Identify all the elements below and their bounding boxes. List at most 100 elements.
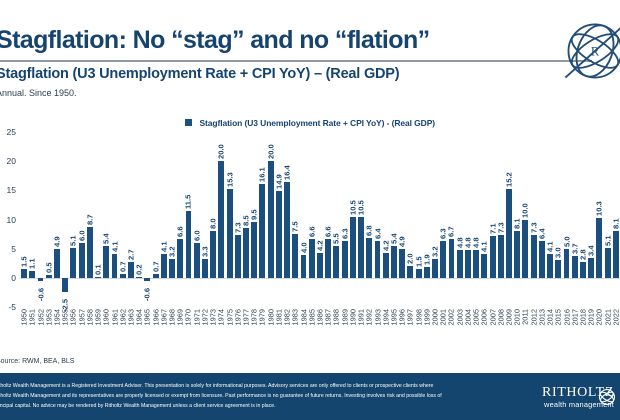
y-axis: 25 20 15 10 5 0 -5 [0, 127, 20, 312]
bar-item[interactable]: 4.1 [480, 132, 489, 307]
bar-item[interactable]: 9.5 [250, 132, 259, 307]
bar-item[interactable]: 1.5 [20, 132, 29, 307]
bar-item[interactable]: 10.5 [357, 132, 366, 307]
bar-item[interactable]: 8.7 [85, 132, 94, 307]
bar-item[interactable]: 7.1 [488, 132, 497, 307]
bar-item[interactable]: -0.6 [143, 132, 152, 307]
bar-item[interactable]: 5.4 [389, 132, 398, 307]
bar-item[interactable]: 3.0 [554, 132, 563, 307]
bar [210, 231, 217, 278]
bar [325, 239, 332, 278]
bar-item[interactable]: 4.9 [52, 132, 61, 307]
brand-name: RITHOLTZ [542, 385, 614, 400]
bar-item[interactable]: 10.3 [595, 132, 604, 307]
bar-item[interactable]: 4.1 [159, 132, 168, 307]
bar-item[interactable]: 8.1 [513, 132, 522, 307]
ritholtz-orbit-logo-icon [598, 388, 616, 406]
bar [448, 238, 455, 278]
x-axis-tick: 1952 [36, 308, 45, 354]
disclaimer-text: Ritholtz Wealth Management is a Register… [0, 383, 442, 410]
bar-item[interactable]: 6.4 [373, 132, 382, 307]
bar-item[interactable]: 7.3 [233, 132, 242, 307]
bar-item[interactable]: 3.2 [431, 132, 440, 307]
bar-item[interactable]: 6.0 [192, 132, 201, 307]
bar-item[interactable]: 0.2 [135, 132, 144, 307]
bar-item[interactable]: 4.0 [299, 132, 308, 307]
bar-item[interactable]: 0.7 [151, 132, 160, 307]
bar-item[interactable]: 6.6 [324, 132, 333, 307]
bar-item[interactable]: 4.9 [398, 132, 407, 307]
bar-item[interactable]: 4.1 [546, 132, 555, 307]
bar-item[interactable]: 4.8 [463, 132, 472, 307]
bar-item[interactable]: 5.4 [102, 132, 111, 307]
x-axis: 1950 1951 1952 1953 1954 1955 1956 1957 1958 1959… [20, 308, 620, 354]
bar-item[interactable]: 11.5 [184, 132, 193, 307]
bar-item[interactable]: 15.2 [505, 132, 514, 307]
bar-item[interactable]: 7.5 [291, 132, 300, 307]
bar-item[interactable]: 16.4 [283, 132, 292, 307]
bar [349, 216, 356, 278]
bar-item[interactable]: 14.9 [274, 132, 283, 307]
bar-item[interactable]: 3.4 [587, 132, 596, 307]
bar-item[interactable]: 6.3 [340, 132, 349, 307]
bar [54, 249, 60, 278]
x-axis-tick: 2016 [562, 308, 571, 354]
bar-item[interactable]: 4.2 [381, 132, 390, 307]
bar-item[interactable]: 10.0 [521, 132, 530, 307]
bar-item[interactable]: 3.7 [570, 132, 579, 307]
x-axis-tick: 1966 [151, 308, 160, 354]
bar-item[interactable]: 8.1 [611, 132, 620, 307]
bar-item[interactable]: 5.5 [332, 132, 341, 307]
bar-item[interactable]: 4.8 [472, 132, 481, 307]
ritholtz-orbit-logo-icon: R [564, 23, 620, 79]
bar-item[interactable]: 20.0 [217, 132, 226, 307]
x-axis-tick: 1997 [406, 308, 415, 354]
bar-item[interactable]: 1.9 [422, 132, 431, 307]
bar-item[interactable]: 4.2 [315, 132, 324, 307]
bar-item[interactable]: 2.7 [126, 132, 135, 307]
bar-item[interactable]: -2.5 [61, 132, 70, 312]
bar [21, 269, 28, 278]
footer-brand: RITHOLTZ wealth management [542, 385, 616, 410]
bar-item[interactable]: 2.0 [406, 132, 415, 307]
bar-item[interactable]: 8.5 [242, 132, 251, 307]
bar-item[interactable]: 6.7 [447, 132, 456, 307]
bar [580, 261, 586, 278]
bar-item[interactable]: 5.0 [562, 132, 571, 307]
bar-item[interactable]: 6.3 [439, 132, 448, 307]
bar [473, 249, 480, 278]
bar-item[interactable]: 4.8 [455, 132, 464, 307]
y-axis-tick: 25 [6, 127, 16, 137]
bar-item[interactable]: 6.6 [307, 132, 316, 307]
bar [366, 238, 373, 278]
bar [284, 182, 291, 278]
bar-item[interactable]: 1.5 [414, 132, 423, 307]
bar-item[interactable]: 15.3 [225, 132, 234, 307]
bar-item[interactable]: 3.3 [200, 132, 209, 307]
bar-item[interactable]: 4.1 [110, 132, 119, 307]
bar-item[interactable]: 6.8 [365, 132, 374, 307]
bar-item[interactable]: 5.1 [69, 132, 78, 307]
bar-item[interactable]: 6.6 [176, 132, 185, 307]
bar-item[interactable]: 0.5 [44, 132, 53, 307]
bar-item[interactable]: 2.8 [578, 132, 587, 307]
bar-item[interactable]: 10.5 [348, 132, 357, 307]
bar [456, 249, 463, 278]
bar-item[interactable]: 0.1 [94, 132, 103, 307]
bar-item[interactable]: 3.2 [168, 132, 177, 307]
bar-item[interactable]: 8.0 [209, 132, 218, 307]
bar-item[interactable]: 6.0 [77, 132, 86, 307]
bar-item[interactable]: 7.3 [529, 132, 538, 307]
bar-item[interactable]: 0.7 [118, 132, 127, 307]
bar-item[interactable]: 7.3 [496, 132, 505, 307]
bar-item[interactable]: 6.4 [537, 132, 546, 307]
x-axis-tick: 2022 [611, 308, 620, 354]
bar-item[interactable]: -0.6 [36, 132, 45, 307]
bar-item[interactable]: 16.1 [258, 132, 267, 307]
bar-item[interactable]: 1.1 [28, 132, 37, 307]
bar [144, 277, 151, 282]
bar [127, 262, 134, 278]
bar-item[interactable]: 20.0 [266, 132, 275, 307]
bar [407, 266, 414, 278]
bar-item[interactable]: 5.1 [603, 132, 612, 307]
